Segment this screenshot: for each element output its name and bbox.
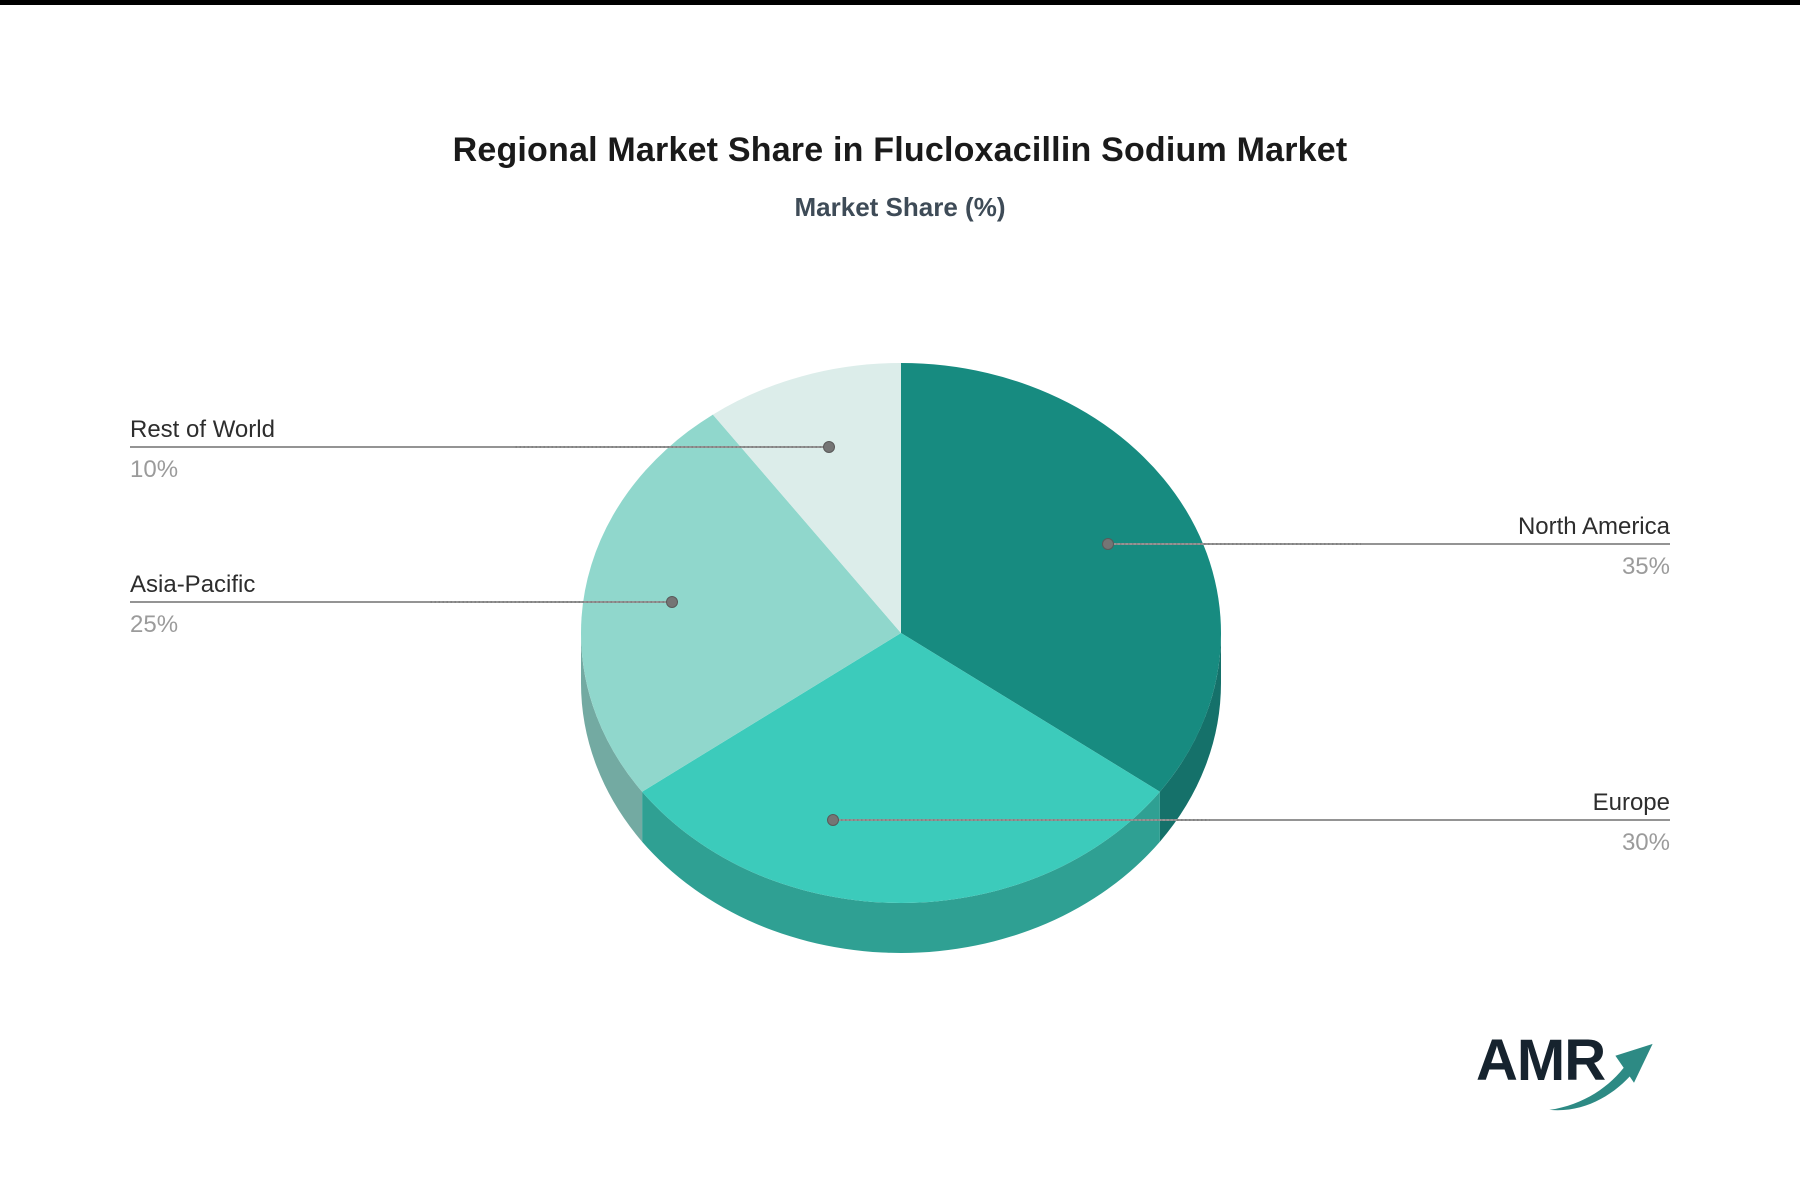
callout-label-north-america: North America: [1517, 513, 1670, 540]
pie-side-europe: [642, 791, 1160, 954]
amr-logo: AMR: [1476, 1032, 1676, 1132]
callout-value-europe: 30%: [1621, 829, 1670, 856]
pie-slice-europe[interactable]: [642, 633, 1160, 904]
callout-value-rest-of-world: 10%: [130, 456, 179, 483]
callout-label-europe: Europe: [1592, 789, 1670, 816]
pie-slice-north-america[interactable]: [901, 363, 1221, 792]
chart-subtitle: Market Share (%): [794, 192, 1006, 222]
callout-label-asia-pacific: Asia-Pacific: [130, 571, 256, 598]
growth-arrow-icon: [1549, 1043, 1653, 1111]
chart-title: Regional Market Share in Flucloxacillin …: [452, 131, 1348, 169]
pie-slice-asia-pacific[interactable]: [580, 414, 901, 792]
pie-side-north-america: [1159, 633, 1221, 842]
callout-dot-north-america: [1102, 538, 1114, 550]
pie-slice-rest-of-world[interactable]: [712, 363, 901, 633]
callout-value-asia-pacific: 25%: [130, 611, 179, 638]
pie-side-asia-pacific: [581, 633, 643, 842]
callout-label-rest-of-world: Rest of World: [130, 416, 275, 443]
callout-value-north-america: 35%: [1621, 553, 1670, 580]
amr-logo-text: AMR: [1476, 1028, 1606, 1093]
top-border: [0, 0, 1800, 5]
callout-dot-asia-pacific: [666, 596, 678, 608]
callout-dot-rest-of-world: [823, 441, 835, 453]
callout-dot-europe: [827, 814, 839, 826]
